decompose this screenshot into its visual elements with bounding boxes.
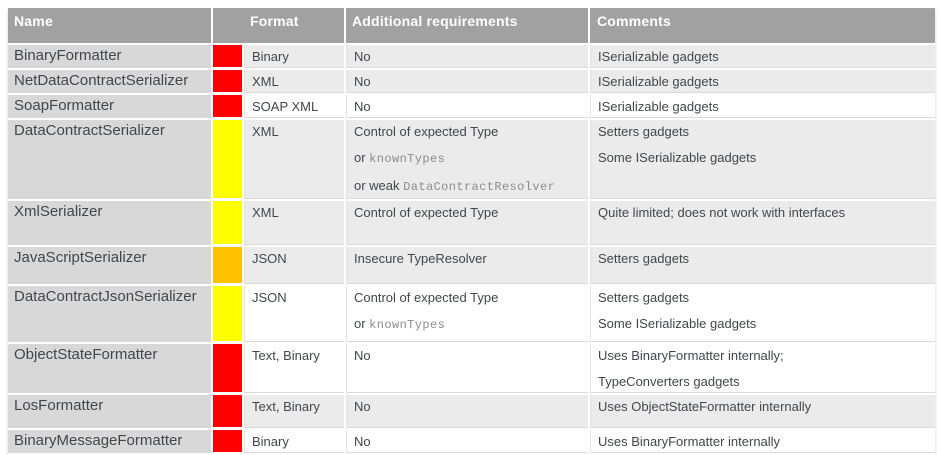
additional-requirements-cell: No: [346, 344, 588, 393]
header-format: Format: [213, 8, 344, 43]
serializer-name: NetDataContractSerializer: [8, 70, 211, 93]
additional-requirements-cell: No: [346, 45, 588, 68]
risk-color-indicator: [213, 395, 242, 428]
serializer-name: ObjectStateFormatter: [8, 344, 211, 393]
table-row: BinaryFormatter Binary No ISerializable …: [8, 45, 935, 68]
serializers-table: Name Format Additional requirements Comm…: [8, 8, 935, 455]
risk-color-indicator: [213, 70, 242, 93]
serializer-name: DataContractSerializer: [8, 120, 211, 199]
table-row: BinaryMessageFormatter Binary No Uses Bi…: [8, 430, 935, 453]
table-row: SoapFormatter SOAP XML No ISerializable …: [8, 95, 935, 118]
comments-cell: ISerializable gadgets: [590, 45, 935, 68]
comments-cell: Uses BinaryFormatter internally; TypeConv…: [590, 344, 935, 393]
risk-color-indicator: [213, 430, 242, 453]
additional-requirements-cell: Insecure TypeResolver: [346, 247, 588, 284]
comments-cell: ISerializable gadgets: [590, 95, 935, 118]
header-name: Name: [8, 8, 211, 43]
serializer-name: LosFormatter: [8, 395, 211, 428]
table-row: ObjectStateFormatter Text, Binary No Use…: [8, 344, 935, 393]
additional-requirements-cell: No: [346, 70, 588, 93]
additional-requirements-cell: No: [346, 430, 588, 453]
risk-color-indicator: [213, 344, 242, 393]
comments-cell: Uses BinaryFormatter internally: [590, 430, 935, 453]
risk-color-indicator: [213, 201, 242, 245]
serializer-name: BinaryMessageFormatter: [8, 430, 211, 453]
additional-requirements-cell: Control of expected Type or knownTypes: [346, 286, 588, 342]
table-row: NetDataContractSerializer XML No ISerial…: [8, 70, 935, 93]
serializer-name: JavaScriptSerializer: [8, 247, 211, 284]
format-cell: XML: [244, 120, 344, 199]
serializer-name: BinaryFormatter: [8, 45, 211, 68]
format-cell: XML: [244, 201, 344, 245]
risk-color-indicator: [213, 45, 242, 68]
risk-color-indicator: [213, 286, 242, 342]
comments-cell: Setters gadgets: [590, 247, 935, 284]
additional-requirements-cell: Control of expected Type or knownTypes or …: [346, 120, 588, 199]
header-additional-requirements: Additional requirements: [346, 8, 588, 43]
table-header-row: Name Format Additional requirements Comm…: [8, 8, 935, 43]
table-body: BinaryFormatter Binary No ISerializable …: [8, 45, 935, 455]
code-text: DataContractResolver: [403, 180, 556, 194]
table-row: XmlSerializer XML Control of expected Ty…: [8, 201, 935, 245]
additional-requirements-cell: Control of expected Type: [346, 201, 588, 245]
format-cell: Text, Binary: [244, 395, 344, 428]
format-cell: SOAP XML: [244, 95, 344, 118]
serializer-name: XmlSerializer: [8, 201, 211, 245]
risk-color-indicator: [213, 247, 242, 284]
format-cell: Binary: [244, 45, 344, 68]
format-cell: JSON: [244, 247, 344, 284]
comments-cell: Uses ObjectStateFormatter internally: [590, 395, 935, 428]
risk-color-indicator: [213, 95, 242, 118]
header-comments: Comments: [590, 8, 935, 43]
table-row: JavaScriptSerializer JSON Insecure TypeR…: [8, 247, 935, 284]
additional-requirements-cell: No: [346, 95, 588, 118]
serializer-name: SoapFormatter: [8, 95, 211, 118]
code-text: knownTypes: [369, 318, 446, 332]
table-row: DataContractJsonSerializer JSON Control …: [8, 286, 935, 342]
format-cell: Text, Binary: [244, 344, 344, 393]
format-cell: JSON: [244, 286, 344, 342]
comments-cell: Quite limited; does not work with interf…: [590, 201, 935, 245]
comments-cell: ISerializable gadgets: [590, 70, 935, 93]
table-row: LosFormatter Text, Binary No Uses Object…: [8, 395, 935, 428]
code-text: knownTypes: [369, 152, 446, 166]
comments-cell: Setters gadgets Some ISerializable gadget…: [590, 286, 935, 342]
table-row: DataContractSerializer XML Control of ex…: [8, 120, 935, 199]
additional-requirements-cell: No: [346, 395, 588, 428]
format-cell: XML: [244, 70, 344, 93]
serializer-name: DataContractJsonSerializer: [8, 286, 211, 342]
format-cell: Binary: [244, 430, 344, 453]
comments-cell: Setters gadgets Some ISerializable gadget…: [590, 120, 935, 199]
risk-color-indicator: [213, 120, 242, 199]
